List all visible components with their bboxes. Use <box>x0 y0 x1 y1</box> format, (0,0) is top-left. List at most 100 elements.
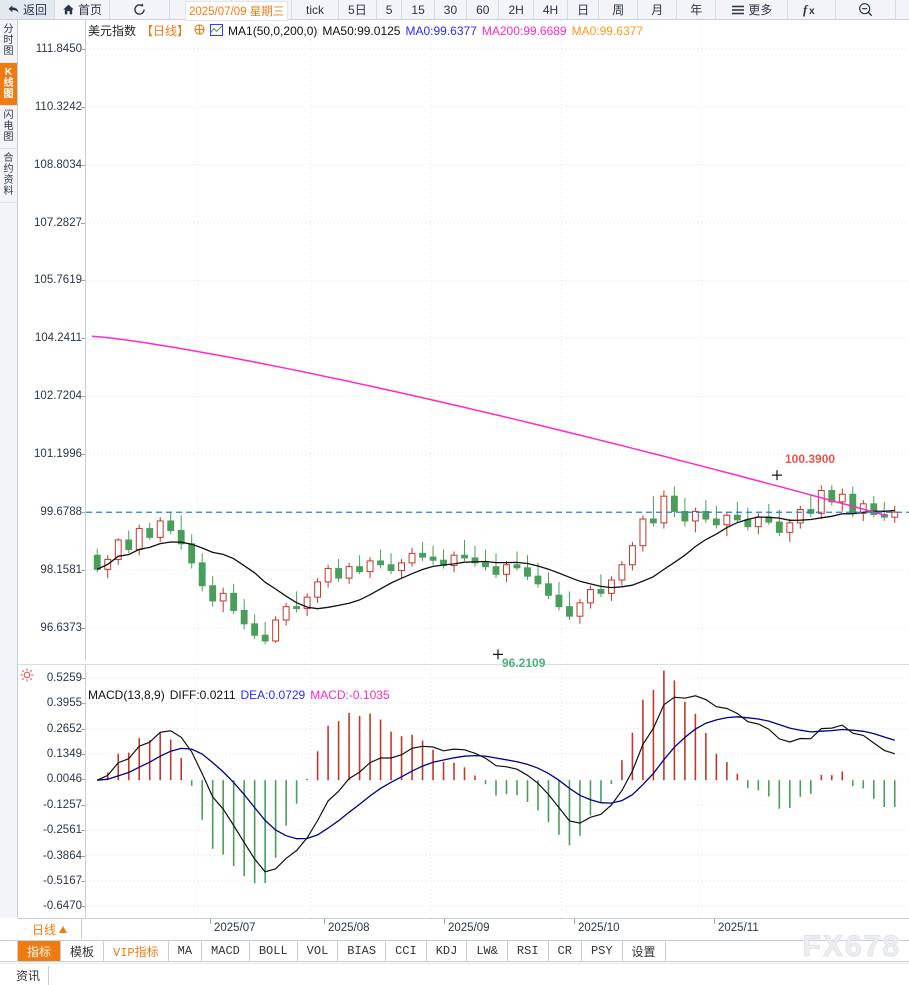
indicator-tab-vol[interactable]: VOL <box>298 941 339 961</box>
macd-diff-value: DIFF:0.0211 <box>169 688 236 702</box>
indicator-tab-kdj-label: KDJ <box>435 944 458 958</box>
period-day-button[interactable]: 日 <box>568 0 600 19</box>
period-month-button[interactable]: 月 <box>638 0 678 19</box>
x-axis-tick-label: 2025/07 <box>210 919 256 934</box>
period-15-label: 15 <box>411 2 425 17</box>
axis-tick-label: 0.3955 <box>46 697 82 710</box>
axis-tick-label: 0.1349 <box>46 747 82 760</box>
period-week-button[interactable]: 周 <box>599 0 639 19</box>
watermark: FX678 <box>802 930 901 964</box>
indicator-tab-moban[interactable]: 模板 <box>61 941 105 961</box>
ma50-value: MA50:99.0125 <box>322 23 401 38</box>
period-month-label: 月 <box>651 3 664 17</box>
sidebar-item-lightning[interactable]: 闪电图 <box>0 106 17 149</box>
indicator-tab-vol-label: VOL <box>306 944 329 958</box>
axis-tick-mark <box>81 454 85 456</box>
period-day-label: 日 <box>577 3 590 17</box>
function-button[interactable]: f x <box>788 0 837 19</box>
axis-tick-mark <box>81 164 85 166</box>
axis-tick-label: 0.5259 <box>46 671 82 684</box>
axis-tick-mark <box>81 703 85 705</box>
tick-button[interactable]: tick <box>292 0 340 19</box>
axis-tick-label: -0.2561 <box>42 824 82 837</box>
period-30-button[interactable]: 30 <box>434 0 468 19</box>
indicator-tab-settings[interactable]: 设置 <box>623 941 666 961</box>
news-button[interactable]: 资讯 <box>8 966 50 985</box>
refresh-icon <box>132 2 147 17</box>
indicator-tab-psy[interactable]: PSY <box>582 941 623 961</box>
sidebar-item-lightning-label: 闪电图 <box>3 110 14 143</box>
indicator-tab-cr[interactable]: CR <box>549 941 582 961</box>
home-button[interactable]: 首页 <box>55 0 111 19</box>
low-price-annotation: 96.2109 <box>502 656 546 671</box>
axis-tick-mark <box>81 222 85 224</box>
x-axis: 2025/07 2025/08 2025/09 2025/10 2025/11 <box>18 918 909 940</box>
indicator-tab-boll[interactable]: BOLL <box>250 941 298 961</box>
price-pane: 111.8450 110.3242 108.8034 107.2827 105.7619… <box>18 20 909 670</box>
period-5day-button[interactable]: 5日 <box>339 0 377 19</box>
period-4h-button[interactable]: 4H <box>533 0 569 19</box>
period-year-label: 年 <box>690 3 703 17</box>
axis-tick-label: -0.3864 <box>42 849 82 862</box>
back-button[interactable]: 返回 <box>0 0 56 19</box>
period-60-button[interactable]: 60 <box>467 0 500 19</box>
indicator-tab-macd[interactable]: MACD <box>202 941 250 961</box>
indicator-tab-rsi-label: RSI <box>516 944 539 958</box>
ma-params-label: MA1(50,0,200,0) <box>228 23 318 38</box>
symbol-name: 美元指数 <box>88 24 137 38</box>
svg-text:x: x <box>809 6 815 17</box>
period-5-button[interactable]: 5 <box>376 0 403 19</box>
price-y-axis: 111.8450 110.3242 108.8034 107.2827 105.7619… <box>18 20 85 660</box>
axis-tick-label: 104.2411 <box>34 332 82 345</box>
sidebar-item-timeshare[interactable]: 分时图 <box>0 20 17 63</box>
ma200-value: MA200:99.6689 <box>481 23 567 38</box>
triangle-up-icon <box>59 925 67 933</box>
axis-tick-mark <box>81 880 85 882</box>
indicator-tab-bias[interactable]: BIAS <box>338 941 387 961</box>
x-axis-tick-label: 2025/11 <box>714 919 759 934</box>
zoom-out-button[interactable] <box>836 0 897 19</box>
macd-plot[interactable] <box>85 665 909 919</box>
period-selector-label: 日线 <box>31 922 56 937</box>
indicator-tab-macd-label: MACD <box>211 944 240 958</box>
axis-tick-label: 99.6788 <box>40 506 82 519</box>
zoom-out-icon <box>858 2 873 17</box>
period-selector[interactable]: 日线 <box>18 919 82 939</box>
indicator-tab-lw-label: LW& <box>476 944 498 958</box>
hamburger-icon <box>731 4 745 16</box>
indicator-tab-kdj[interactable]: KDJ <box>427 941 468 961</box>
period-year-button[interactable]: 年 <box>677 0 717 19</box>
more-button[interactable]: 更多 <box>716 0 789 19</box>
macd-y-axis: 0.5259 0.3955 0.2652 0.1349 0.0046 -0.1257 -0.… <box>18 665 85 918</box>
axis-tick-mark <box>81 338 85 340</box>
period-15-button[interactable]: 15 <box>402 0 435 19</box>
settings-dot-icon[interactable] <box>194 23 205 38</box>
period-2h-button[interactable]: 2H <box>499 0 534 19</box>
ma-indicator-icon[interactable] <box>210 24 223 37</box>
chart-area: 111.8450 110.3242 108.8034 107.2827 105.7619… <box>18 20 909 919</box>
sidebar-item-timeshare-label: 分时图 <box>3 24 14 57</box>
axis-tick-mark <box>81 728 85 730</box>
sidebar-item-kline[interactable]: K线图 <box>0 63 17 106</box>
x-axis-tick-label: 2025/09 <box>444 919 490 934</box>
sidebar-item-contract[interactable]: 合约资料 <box>0 149 17 203</box>
axis-tick-label: -0.5167 <box>42 874 82 887</box>
refresh-button[interactable] <box>110 0 171 19</box>
axis-tick-label: -0.6470 <box>42 900 82 913</box>
indicator-tab-ma[interactable]: MA <box>169 941 203 961</box>
svg-text:f: f <box>803 3 809 17</box>
indicator-tab-vip[interactable]: VIP指标 <box>104 941 169 961</box>
zoom-in-button[interactable] <box>896 0 909 19</box>
indicator-tab-settings-label: 设置 <box>631 944 656 959</box>
indicator-tab-zhibiao[interactable]: 指标 <box>18 941 62 961</box>
indicator-tab-cci-label: CCI <box>395 944 417 958</box>
indicator-tab-cci[interactable]: CCI <box>386 941 427 961</box>
axis-tick-mark <box>81 804 85 806</box>
price-plot[interactable]: 100.3900 96.2109 <box>85 20 909 670</box>
macd-settings-icon[interactable] <box>20 668 34 687</box>
home-icon <box>62 3 75 16</box>
period-5-label: 5 <box>385 2 393 17</box>
indicator-tab-lw[interactable]: LW& <box>467 941 508 961</box>
indicator-tab-rsi[interactable]: RSI <box>508 941 549 961</box>
axis-tick-mark <box>81 512 85 514</box>
